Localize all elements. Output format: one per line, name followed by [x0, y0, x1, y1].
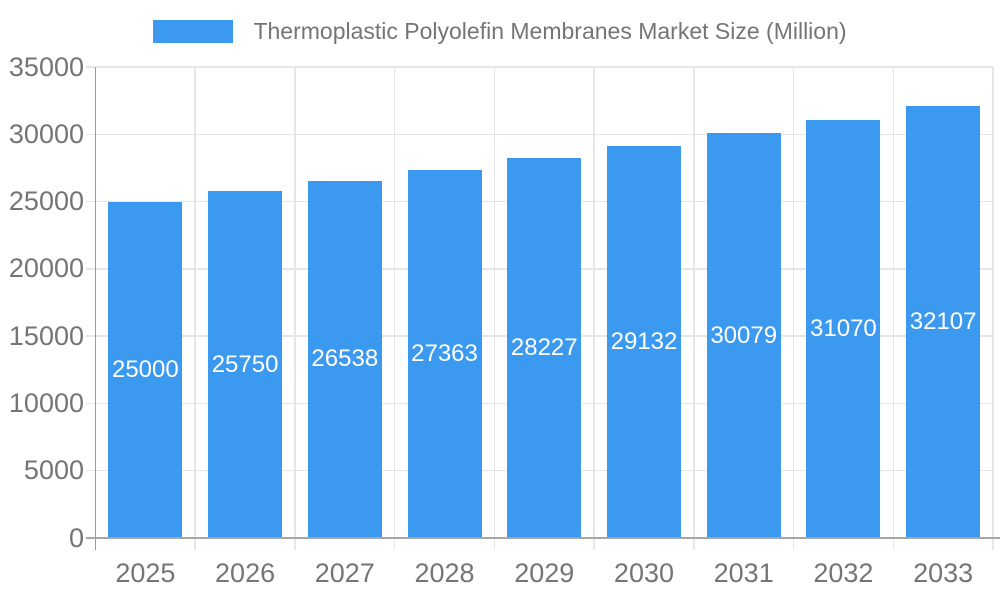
x-axis-tick-label: 2030: [613, 558, 674, 588]
x-axis-tick-label: 2026: [215, 558, 276, 588]
y-axis-tick: [85, 335, 95, 337]
gridline-vertical: [693, 67, 695, 550]
y-axis-tick-label: 5000: [23, 455, 84, 486]
bar-value-label: 26538: [311, 345, 379, 373]
bar-value-label: 27363: [411, 339, 478, 367]
y-axis-tick-label: 10000: [8, 387, 84, 418]
bar-2028[interactable]: 27363: [407, 169, 482, 538]
gridline-vertical: [294, 67, 296, 550]
x-axis-tick-label: 2029: [514, 558, 575, 588]
x-axis-tick-label: 2032: [813, 558, 874, 588]
y-axis-tick: [85, 402, 95, 405]
bar-value-label: 25750: [211, 350, 279, 378]
y-axis-line: [94, 67, 97, 550]
y-axis-tick-label: 0: [68, 522, 84, 553]
gridline-vertical: [493, 67, 496, 550]
bar-value-label: 32107: [909, 307, 977, 335]
bar-2026[interactable]: 25750: [208, 191, 283, 538]
bar-2030[interactable]: 29132: [606, 145, 681, 538]
x-axis-tick-label: 2025: [115, 558, 176, 588]
bar-value-label: 31070: [810, 314, 877, 342]
gridline-horizontal: [95, 133, 993, 136]
y-axis-tick-label: 25000: [8, 186, 84, 217]
bar-2032[interactable]: 31070: [806, 119, 881, 538]
x-axis-tick-label: 2031: [713, 558, 774, 588]
y-axis-tick-label: 30000: [8, 118, 84, 149]
legend-series-label: Thermoplastic Polyolefin Membranes Marke…: [253, 18, 847, 44]
legend[interactable]: Thermoplastic Polyolefin Membranes Marke…: [0, 17, 1000, 45]
gridline-vertical: [194, 67, 196, 550]
x-axis-tick-label: 2027: [314, 558, 375, 588]
gridline-horizontal: [95, 66, 993, 68]
bar-2033[interactable]: 32107: [906, 105, 981, 538]
gridline-vertical: [992, 67, 994, 550]
y-axis-tick-label: 35000: [8, 51, 84, 82]
bar-2029[interactable]: 28227: [507, 158, 582, 538]
bar-value-label: 30079: [710, 321, 778, 349]
y-axis-tick: [85, 469, 95, 472]
y-axis-tick: [85, 200, 95, 203]
gridline-vertical: [393, 67, 396, 550]
gridline-vertical: [792, 67, 795, 550]
y-axis-tick-label: 20000: [8, 253, 84, 284]
bar-2031[interactable]: 30079: [706, 133, 781, 538]
bar-2025[interactable]: 25000: [108, 201, 183, 538]
x-axis-tick-label: 2033: [913, 558, 974, 588]
legend-swatch: [153, 19, 234, 43]
y-axis-tick: [85, 66, 95, 68]
bar-value-label: 28227: [510, 334, 578, 362]
gridline-vertical: [593, 67, 595, 550]
x-axis-baseline: [85, 537, 1000, 539]
x-axis-tick-label: 2028: [414, 558, 475, 588]
y-axis-tick: [85, 133, 95, 136]
y-axis-tick-label: 15000: [8, 320, 84, 351]
bar-2027[interactable]: 26538: [307, 180, 382, 538]
bar-value-label: 29132: [610, 327, 678, 355]
gridline-vertical: [892, 67, 895, 550]
y-axis-tick: [85, 268, 95, 270]
bar-value-label: 25000: [111, 355, 179, 383]
